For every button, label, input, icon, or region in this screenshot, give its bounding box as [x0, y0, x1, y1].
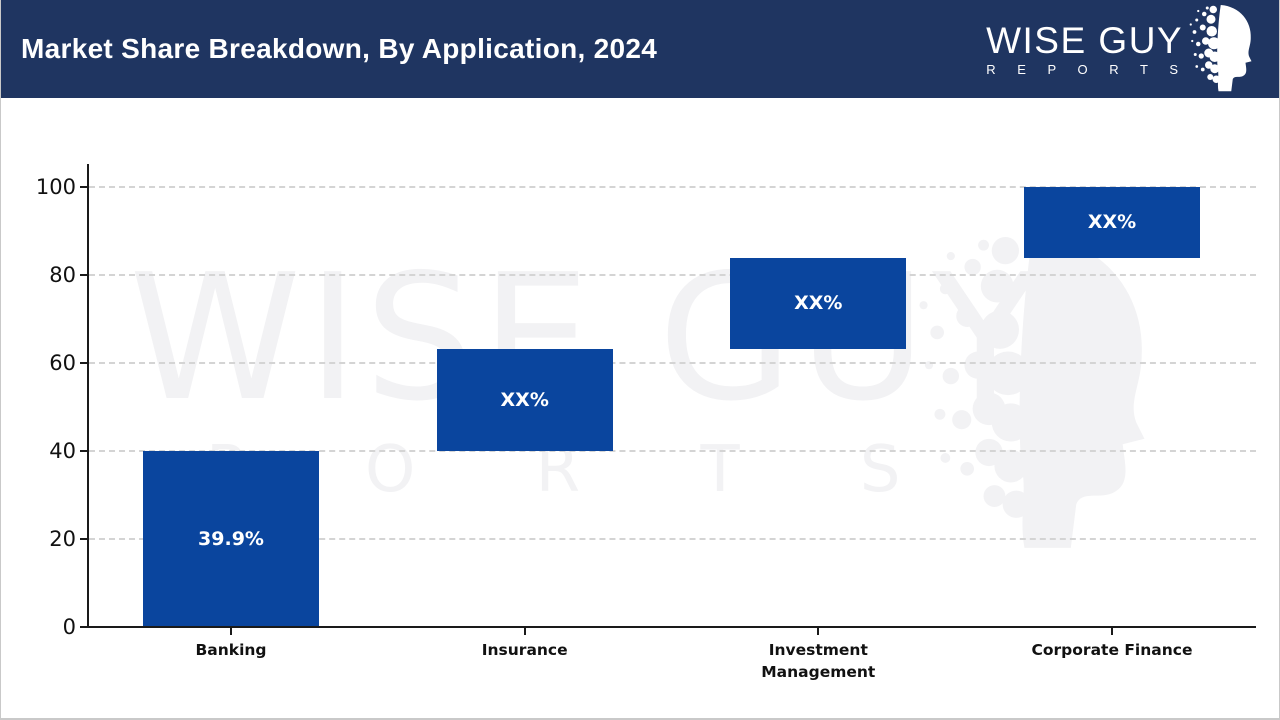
- wise-guy-logo: WISE GUY R E P O R T S: [982, 2, 1259, 96]
- x-tick-0: [230, 628, 232, 635]
- y-tick-40: [80, 450, 88, 452]
- header-bar: Market Share Breakdown, By Application, …: [1, 0, 1279, 98]
- bar-value-label: XX%: [794, 292, 843, 315]
- logo-wordmark: WISE GUY: [986, 19, 1184, 61]
- y-tick-label-60: 60: [49, 351, 76, 375]
- dotted-head-profile-icon: [1175, 2, 1259, 96]
- gridline-100: [89, 186, 1256, 188]
- gridline-40: [89, 450, 1256, 452]
- y-tick-label-20: 20: [49, 527, 76, 551]
- x-tick-1: [523, 628, 526, 635]
- bar-insurance: XX%: [436, 348, 613, 452]
- bar-corporate-finance: XX%: [1024, 187, 1200, 258]
- x-tick-3: [1111, 628, 1113, 635]
- logo-subtitle: R E P O R T S: [986, 61, 1187, 77]
- x-tick-2: [817, 628, 820, 635]
- gridline-80: [89, 274, 1256, 276]
- y-tick-20: [80, 538, 88, 540]
- bar-value-label: XX%: [500, 389, 549, 412]
- logo-text: WISE GUY R E P O R T S: [982, 22, 1187, 77]
- y-tick-60: [80, 362, 88, 364]
- bar-value-label: 39.9%: [198, 528, 264, 551]
- gridline-60: [89, 362, 1256, 364]
- y-tick-label-100: 100: [35, 175, 76, 199]
- gridline-20: [89, 538, 1256, 540]
- page-title: Market Share Breakdown, By Application, …: [21, 33, 658, 64]
- bar-value-label: XX%: [1087, 211, 1137, 234]
- y-tick-label-40: 40: [49, 439, 76, 463]
- category-label-0: Banking: [195, 641, 267, 659]
- category-label-1: Insurance: [481, 641, 568, 659]
- y-axis-line: [87, 164, 89, 628]
- watermark-head-icon: [869, 222, 1169, 556]
- x-axis-line: [87, 626, 1256, 628]
- y-tick-label-80: 80: [49, 263, 76, 287]
- y-tick-100: [80, 186, 88, 188]
- bar-banking: 39.9%: [143, 451, 319, 627]
- bar-investment-management: XX%: [730, 257, 907, 349]
- y-tick-label-0: 0: [62, 615, 76, 639]
- category-label-2: Investment Management: [761, 641, 876, 681]
- y-tick-80: [80, 274, 88, 276]
- y-tick-0: [80, 626, 88, 628]
- category-label-3: Corporate Finance: [1031, 641, 1193, 659]
